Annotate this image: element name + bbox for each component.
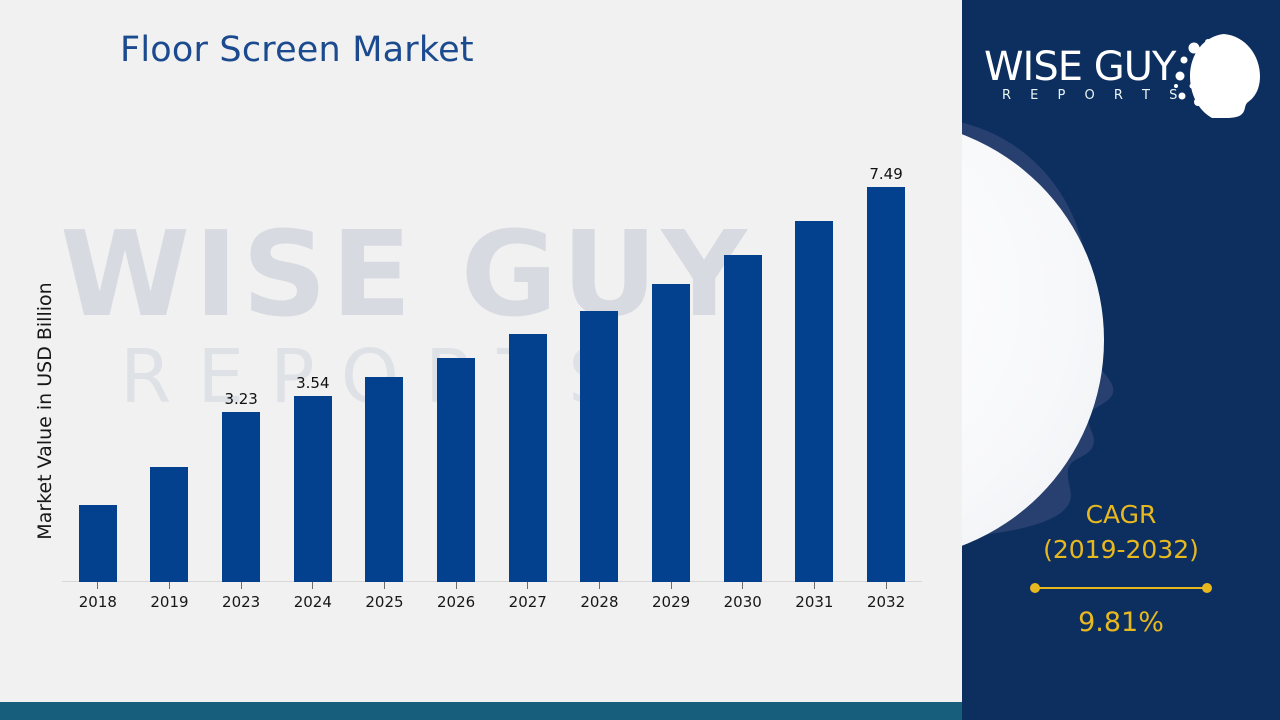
x-axis-tick (670, 582, 672, 589)
bar[interactable] (78, 505, 117, 582)
logo-subtitle: R E P O R T S (1002, 88, 1185, 103)
x-axis-tick (97, 582, 99, 589)
cagr-value: 9.81% (1078, 607, 1164, 638)
x-axis-tick (598, 582, 600, 589)
x-axis-tick (168, 582, 170, 589)
x-axis-tick-slot: 2019 (134, 582, 205, 611)
bar-slot (62, 150, 133, 582)
bar[interactable] (222, 412, 261, 582)
x-axis-label: 2027 (508, 593, 547, 611)
x-axis-tick-slot: 2029 (636, 582, 707, 611)
x-axis-tick (527, 582, 529, 589)
bar-slot (421, 150, 492, 582)
bar-value-label: 3.54 (296, 374, 330, 392)
x-axis-tick-slot: 2024 (277, 582, 348, 611)
cagr-block: CAGR (2019-2032) 9.81% (962, 498, 1280, 638)
bar[interactable] (867, 187, 906, 582)
x-axis-tick (383, 582, 385, 589)
x-axis-label: 2029 (651, 593, 691, 611)
plot-area: 3.23 3.54 7.49 (62, 150, 922, 582)
bar[interactable] (652, 284, 691, 582)
bar[interactable] (795, 221, 834, 582)
x-axis-tick-slot: 2031 (779, 582, 850, 611)
cagr-range: (2019-2032) (1043, 534, 1199, 564)
x-axis-label: 2025 (365, 593, 404, 611)
brand-logo: WISE GUY R E P O R T S (984, 30, 1264, 120)
x-axis-label: 2018 (78, 593, 117, 611)
x-axis-tick (455, 582, 457, 589)
x-axis-tick-row: 2018 2019 2023 2024 2025 2026 2027 2028 2029 2030… (62, 582, 922, 611)
x-axis-label: 2031 (795, 593, 834, 611)
x-axis-label: 2032 (866, 593, 906, 611)
x-axis-label: 2019 (150, 593, 189, 611)
x-axis-label: 2023 (222, 593, 261, 611)
x-axis-tick-slot: 2032 (851, 582, 922, 611)
bar[interactable] (508, 334, 547, 582)
bar-slot: 7.49 (851, 150, 922, 582)
x-axis-tick-slot: 2027 (492, 582, 563, 611)
bottom-accent-strip (0, 702, 962, 720)
y-axis-label: Market Value in USD Billion (34, 282, 56, 540)
x-axis-tick (240, 582, 242, 589)
x-axis-label: 2026 (437, 593, 476, 611)
cagr-divider (1030, 583, 1212, 593)
divider-line (1035, 587, 1207, 589)
bar[interactable] (150, 467, 189, 582)
x-axis-tick-slot: 2023 (206, 582, 277, 611)
page-title: Floor Screen Market (120, 30, 474, 70)
bar-slot: 3.23 (206, 150, 277, 582)
x-axis-label: 2028 (580, 593, 619, 611)
x-axis-label: 2030 (723, 593, 762, 611)
side-panel: WISE GUY R E P O R T S CAGR (2019-2032) (962, 0, 1280, 720)
bar[interactable] (293, 396, 332, 582)
x-axis-tick-slot: 2018 (62, 582, 133, 611)
x-axis-line (62, 581, 922, 582)
bar-slot: 3.54 (277, 150, 348, 582)
dot-cluster-decoration (962, 120, 1104, 560)
x-axis: 2018 2019 2023 2024 2025 2026 2027 2028 2029 2030… (62, 582, 922, 622)
bar-slot (134, 150, 205, 582)
logo-wordmark: WISE GUY (984, 44, 1176, 90)
bar-value-label: 3.23 (224, 390, 258, 408)
x-axis-label: 2024 (293, 593, 332, 611)
bar[interactable] (580, 311, 619, 582)
bar[interactable] (365, 377, 404, 582)
x-axis-tick (742, 582, 744, 589)
divider-knob-right (1202, 583, 1212, 593)
bar-slot (636, 150, 707, 582)
cagr-title: CAGR (1085, 500, 1157, 529)
bar[interactable] (723, 255, 762, 582)
bar[interactable] (437, 358, 476, 582)
bar-slot (564, 150, 635, 582)
x-axis-tick-slot: 2030 (707, 582, 778, 611)
bar-slot (349, 150, 420, 582)
x-axis-tick (885, 582, 887, 589)
bar-series: 3.23 3.54 7.49 (62, 150, 922, 582)
bar-slot (779, 150, 850, 582)
bar-slot (707, 150, 778, 582)
x-axis-tick-slot: 2026 (421, 582, 492, 611)
bar-value-label: 7.49 (869, 165, 903, 183)
x-axis-tick (312, 582, 314, 589)
x-axis-tick-slot: 2025 (349, 582, 420, 611)
bar-slot (492, 150, 563, 582)
x-axis-tick (813, 582, 815, 589)
logo-head-icon (1174, 34, 1260, 118)
x-axis-tick-slot: 2028 (564, 582, 635, 611)
